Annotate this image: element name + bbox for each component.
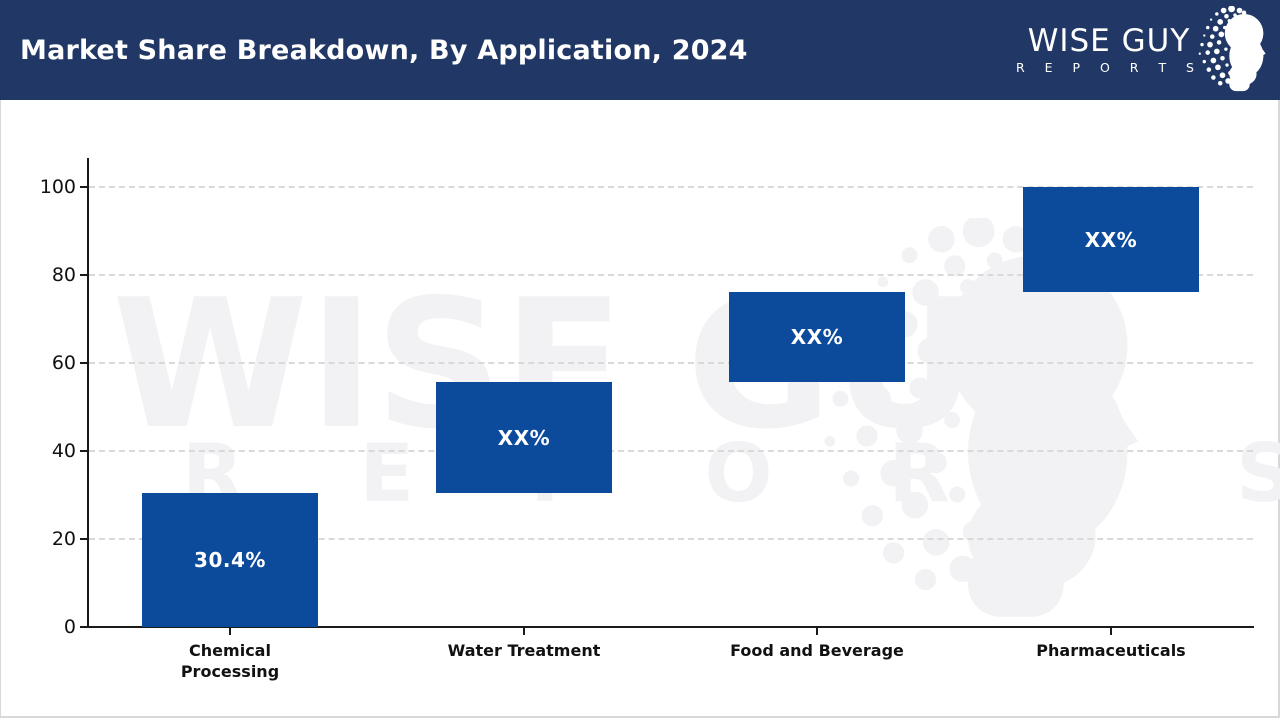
y-tick-0 <box>80 626 87 628</box>
x-tick-label-pharmaceuticals: Pharmaceuticals <box>1036 641 1186 660</box>
bar-value-label: XX% <box>1084 227 1138 252</box>
x-tick-label-chemical-processing: Chemical Processing <box>180 641 280 681</box>
frame-border-bottom <box>0 716 1280 718</box>
y-tick-label-80: 80 <box>51 264 76 286</box>
frame-border-left <box>0 100 1 717</box>
bar-chemical-processing: 30.4% <box>142 493 318 627</box>
bar-pharmaceuticals: XX% <box>1023 187 1199 293</box>
y-tick-label-40: 40 <box>51 440 76 462</box>
y-tick-label-20: 20 <box>51 528 76 550</box>
y-tick-60 <box>80 362 87 364</box>
x-tick-pharmaceuticals <box>1110 628 1112 635</box>
brand-subtitle: R E P O R T S <box>1015 59 1202 75</box>
gridline-80 <box>89 274 1253 276</box>
x-tick-chemical-processing <box>229 628 231 635</box>
header-bar: Market Share Breakdown, By Application, … <box>0 0 1280 100</box>
brand-logo-text: WISE GUY R E P O R T S <box>1015 22 1202 75</box>
y-tick-label-0: 0 <box>63 616 76 638</box>
y-axis-line <box>87 158 89 628</box>
bar-value-label: XX% <box>790 325 844 350</box>
dotted-head-profile-icon <box>1188 6 1274 94</box>
y-tick-label-100: 100 <box>39 176 76 198</box>
bar-water-treatment: XX% <box>436 381 612 494</box>
x-tick-food-and-beverage <box>816 628 818 635</box>
page-title: Market Share Breakdown, By Application, … <box>20 34 748 66</box>
brand-name: WISE GUY <box>1027 22 1191 59</box>
x-tick-label-food-and-beverage: Food and Beverage <box>730 641 904 660</box>
x-tick-label-water-treatment: Water Treatment <box>447 641 601 660</box>
bar-food-and-beverage: XX% <box>729 292 905 382</box>
bar-value-label: 30.4% <box>194 548 266 573</box>
gridline-20 <box>89 538 1253 540</box>
x-tick-water-treatment <box>523 628 525 635</box>
y-tick-40 <box>80 450 87 452</box>
x-axis-line <box>87 626 1254 628</box>
frame-border-right <box>1278 100 1280 717</box>
y-tick-20 <box>80 538 87 540</box>
gridline-100 <box>89 186 1253 188</box>
gridline-40 <box>89 450 1253 452</box>
y-tick-100 <box>80 186 87 188</box>
gridline-60 <box>89 362 1253 364</box>
bar-value-label: XX% <box>497 425 551 450</box>
y-tick-label-60: 60 <box>51 352 76 374</box>
brand-logo: WISE GUY R E P O R T S <box>1016 5 1274 95</box>
y-tick-80 <box>80 274 87 276</box>
